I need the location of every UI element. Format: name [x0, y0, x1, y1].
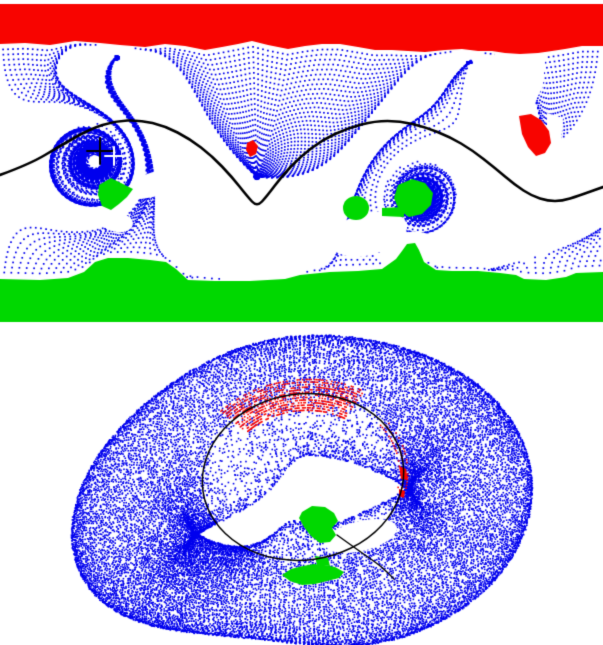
figure [0, 0, 603, 645]
streamline-torus-figure-canvas [0, 0, 603, 645]
